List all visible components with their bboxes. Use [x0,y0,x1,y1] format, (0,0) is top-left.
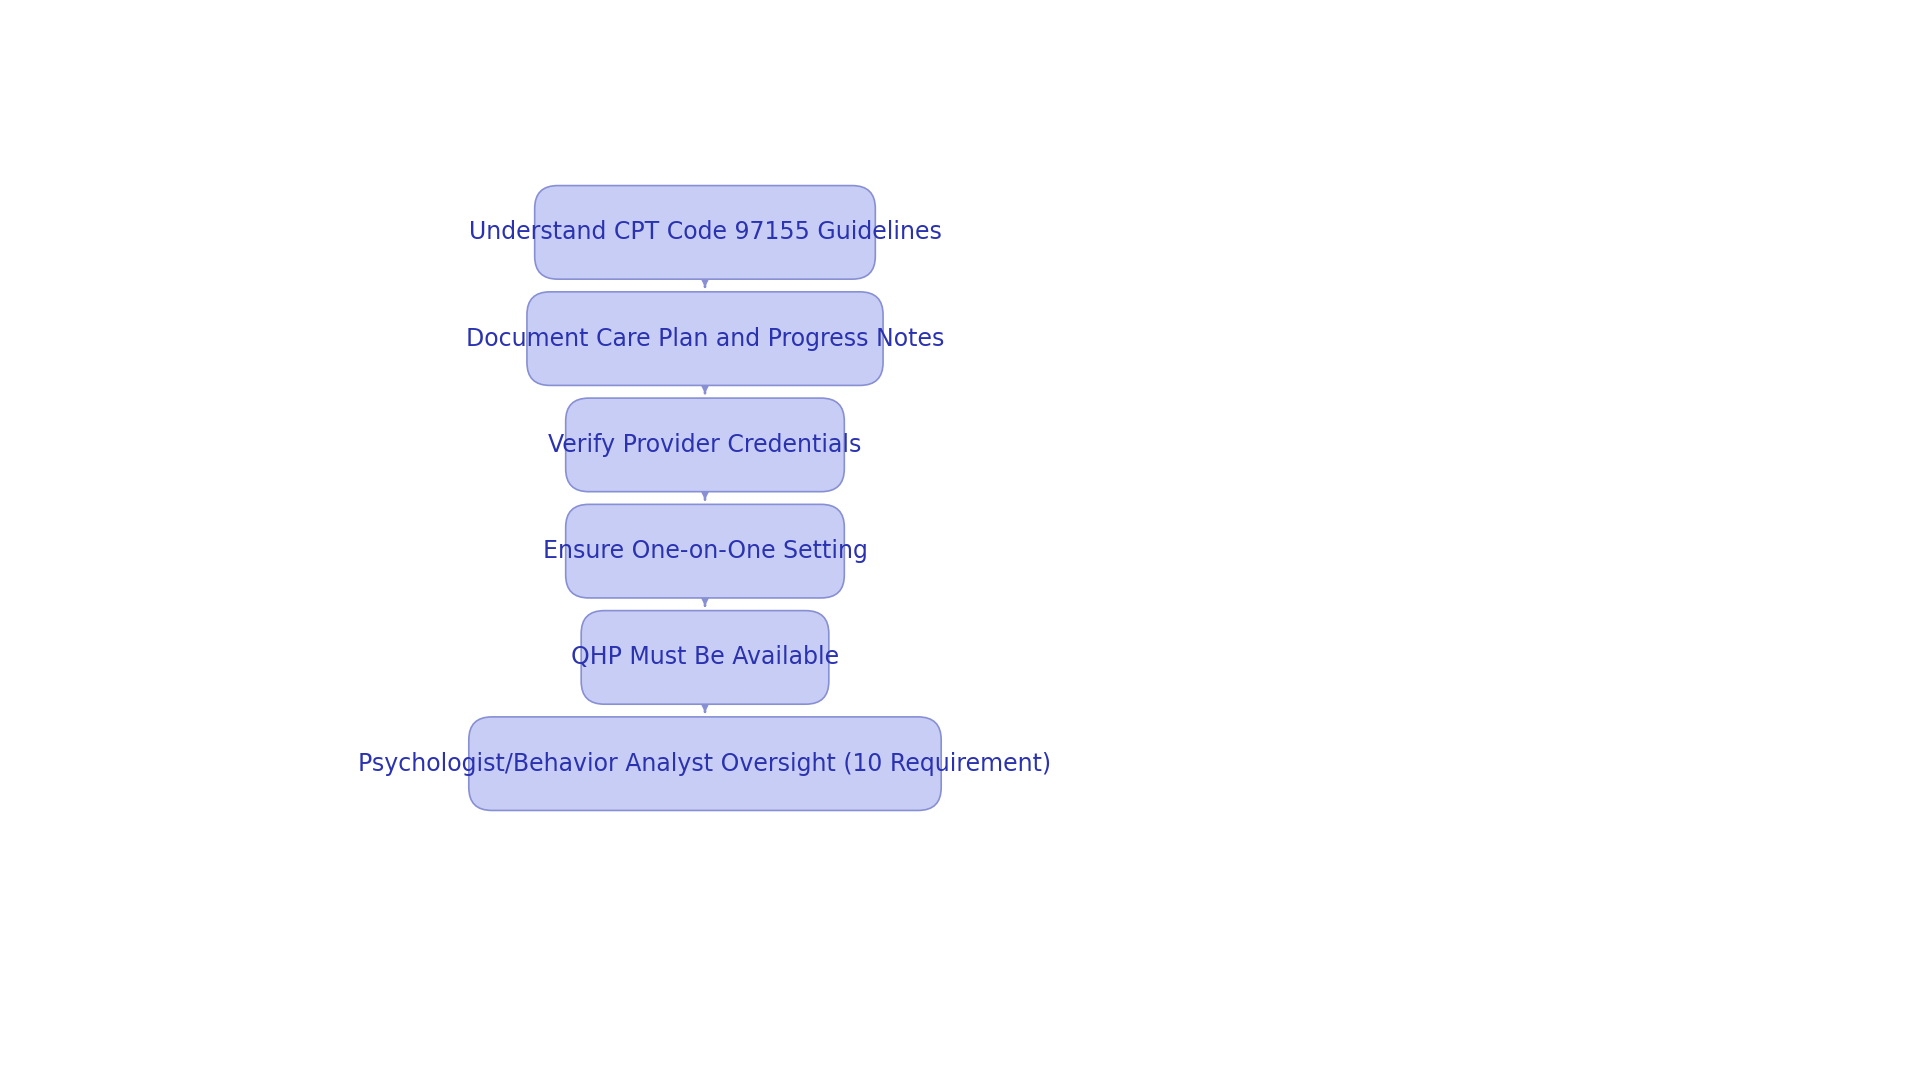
Text: Document Care Plan and Progress Notes: Document Care Plan and Progress Notes [467,327,945,351]
FancyBboxPatch shape [526,291,883,386]
FancyBboxPatch shape [582,611,829,704]
Text: Verify Provider Credentials: Verify Provider Credentials [549,433,862,457]
FancyBboxPatch shape [566,399,845,492]
FancyBboxPatch shape [468,717,941,810]
Text: QHP Must Be Available: QHP Must Be Available [570,645,839,669]
FancyBboxPatch shape [566,505,845,598]
Text: Understand CPT Code 97155 Guidelines: Understand CPT Code 97155 Guidelines [468,220,941,245]
Text: Psychologist/Behavior Analyst Oversight (10 Requirement): Psychologist/Behavior Analyst Oversight … [359,752,1052,775]
Text: Ensure One-on-One Setting: Ensure One-on-One Setting [543,539,868,563]
FancyBboxPatch shape [534,185,876,279]
